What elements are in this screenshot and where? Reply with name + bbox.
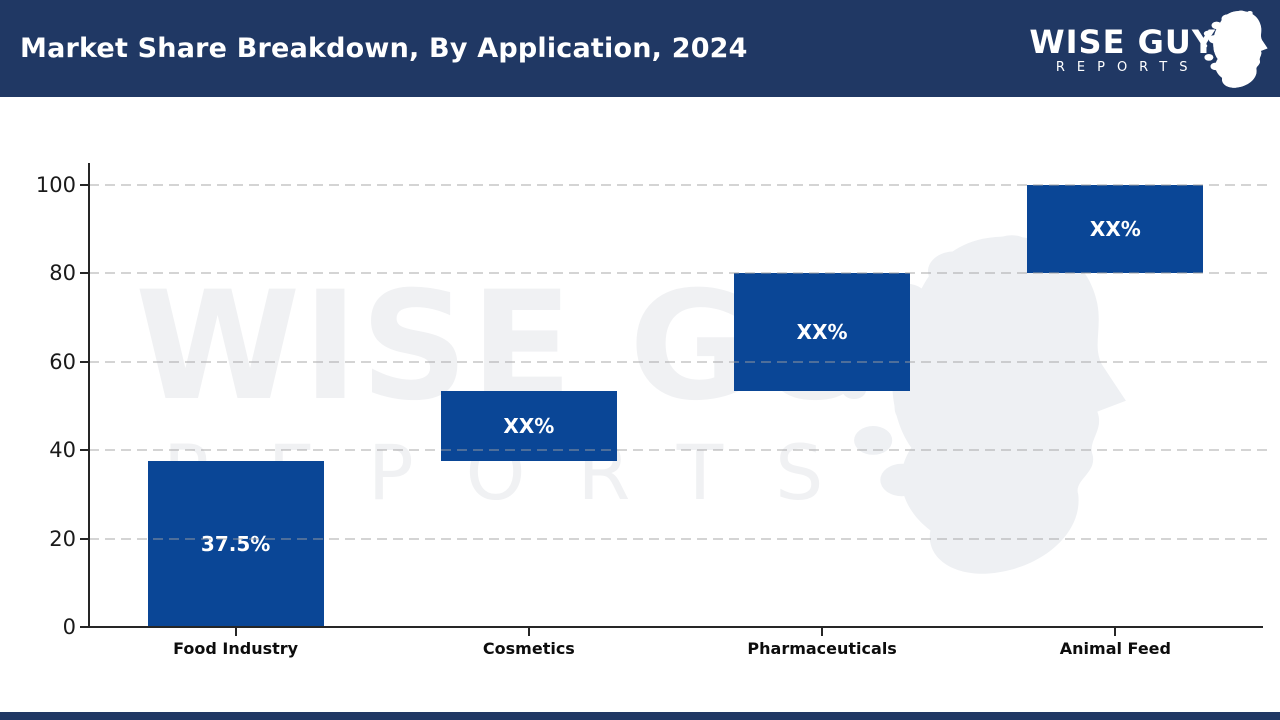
y-tick-label: 20: [49, 526, 76, 551]
wise-guy-logo: WISE GUY REPORTS: [1029, 8, 1272, 92]
logo-reports-text: REPORTS: [1055, 60, 1200, 75]
x-tick: [234, 628, 237, 636]
x-axis-category-label: Animal Feed: [1059, 639, 1171, 658]
y-tick: [80, 626, 89, 628]
footer-bar: [0, 712, 1280, 720]
x-axis-category-label: Pharmaceuticals: [747, 639, 897, 658]
y-tick: [80, 537, 89, 540]
y-tick: [80, 272, 89, 275]
y-tick-label: 60: [49, 349, 76, 374]
bar-value-label: XX%: [503, 413, 555, 438]
page-title: Market Share Breakdown, By Application, …: [20, 33, 748, 64]
y-tick-label: 80: [49, 261, 76, 286]
bar-value-label: 37.5%: [200, 532, 271, 557]
y-tick: [80, 449, 89, 452]
logo-face-icon: [1201, 10, 1268, 88]
bar-cosmetics: XX%: [440, 390, 617, 462]
bar-value-label: XX%: [796, 319, 848, 344]
y-tick-label: 40: [49, 438, 76, 463]
x-tick: [821, 628, 824, 636]
bar-food-industry: 37.5%: [147, 461, 324, 627]
y-tick-label: 100: [35, 173, 76, 197]
gridline: [89, 537, 1268, 540]
y-tick: [80, 184, 89, 186]
x-axis-line: [88, 626, 1263, 628]
y-tick: [80, 360, 89, 363]
gridline: [89, 360, 1268, 363]
bar-value-label: XX%: [1089, 217, 1141, 242]
gridline: [89, 184, 1268, 186]
gridline: [89, 272, 1268, 275]
header-banner: Market Share Breakdown, By Application, …: [0, 0, 1280, 97]
y-axis-line: [88, 163, 90, 628]
gridline: [89, 449, 1268, 452]
x-tick: [1114, 628, 1117, 636]
x-axis-category-label: Cosmetics: [482, 639, 575, 658]
logo-text: WISE GUY REPORTS: [1029, 26, 1216, 74]
logo-wiseguy-text: WISE GUY: [1029, 23, 1216, 61]
y-tick-label: 0: [62, 615, 76, 639]
bar-pharmaceuticals: XX%: [734, 273, 911, 391]
x-tick: [527, 628, 530, 636]
x-axis-category-label: Food Industry: [173, 639, 299, 658]
bar-animal-feed: XX%: [1027, 185, 1204, 274]
